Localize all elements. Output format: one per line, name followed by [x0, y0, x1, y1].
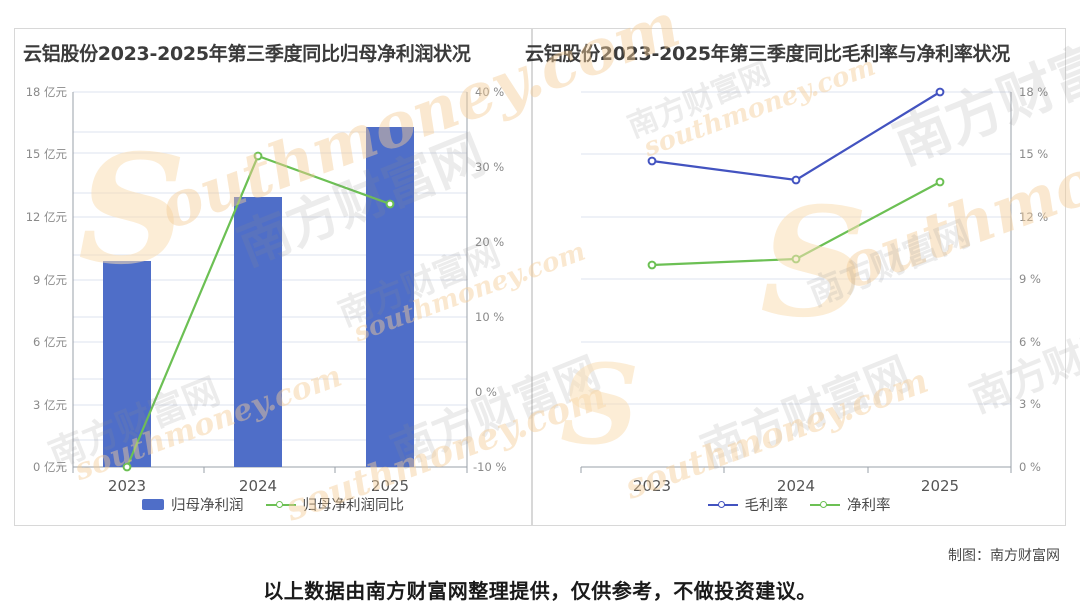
legend-line-swatch-icon [265, 499, 296, 510]
marker-gross-2025 [935, 87, 945, 97]
xtick-left-2024: 2024 [238, 477, 278, 495]
ytick-left-3: 3 亿元 [33, 398, 67, 412]
marker-gross-2024 [791, 175, 801, 185]
ytick-margins-15: 15 % [1019, 147, 1049, 161]
ytick-left-12: 12 亿元 [25, 210, 67, 224]
xtick-left-2025: 2025 [370, 477, 410, 495]
line-markers-yoy [122, 151, 395, 472]
chart-title-right: 云铝股份2023-2025年第三季度同比毛利率与净利率状况 [525, 43, 1010, 65]
legend-label-net-profit: 归母净利润 [171, 498, 244, 514]
markers-net-margin [647, 177, 945, 270]
chart-svg-right [580, 87, 1012, 473]
legend-item-net-profit-yoy[interactable]: 归母净利润同比 [265, 494, 405, 515]
marker-net-2024 [791, 254, 801, 264]
ytick-margins-18: 18 % [1019, 85, 1049, 99]
plot-area-right: 18 % 15 % 12 % 9 % 6 % 3 % 0 % 2023 2024… [533, 29, 1067, 527]
x-tickmarks-right [580, 467, 1012, 473]
xtick-right-2024: 2024 [776, 477, 816, 495]
marker-2023 [122, 462, 132, 472]
bar-2025 [366, 127, 414, 467]
ytick-left-0: 0 亿元 [33, 460, 67, 474]
legend-label-gross-margin: 毛利率 [744, 498, 789, 514]
legend-left: 归母净利润 归母净利润同比 [15, 494, 531, 515]
ytick-right-20: 20 % [475, 235, 505, 249]
xtick-left-2023: 2023 [107, 477, 147, 495]
chart-credit: 制图：南方财富网 [948, 548, 1060, 564]
ytick-margins-12: 12 % [1019, 210, 1049, 224]
page-footer-note: 以上数据由南方财富网整理提供，仅供参考，不做投资建议。 [263, 579, 817, 603]
legend-bar-swatch-icon [142, 499, 164, 510]
legend-right: 毛利率 净利率 [533, 494, 1065, 515]
legend-label-net-margin: 净利率 [847, 498, 891, 514]
ytick-left-18: 18 亿元 [25, 85, 67, 99]
marker-net-2023 [647, 260, 657, 270]
bar-series-net-profit [103, 127, 414, 467]
ytick-margins-9: 9 % [1019, 272, 1041, 286]
marker-net-2025 [935, 177, 945, 187]
chart-panel-net-profit: 云铝股份2023-2025年第三季度同比归母净利润状况 [14, 28, 532, 526]
ytick-margins-3: 3 % [1019, 397, 1041, 411]
marker-gross-2023 [647, 156, 657, 166]
markers-gross-margin [647, 87, 945, 185]
ytick-left-15: 15 亿元 [25, 147, 67, 161]
x-tickmarks-left [72, 467, 468, 473]
ytick-margins-0: 0 % [1019, 460, 1041, 474]
legend-gross-line-icon [707, 499, 738, 510]
line-net-margin [651, 181, 941, 267]
ytick-right-0: 0 % [475, 385, 497, 399]
ytick-right-10: 10 % [475, 310, 505, 324]
gridlines-right [581, 91, 1011, 405]
ytick-left-9: 9 亿元 [33, 273, 67, 287]
bar-2023 [103, 261, 151, 467]
ytick-right-30: 30 % [475, 160, 505, 174]
bar-2024 [234, 197, 282, 467]
marker-2024 [253, 151, 263, 161]
legend-item-gross-margin[interactable]: 毛利率 [707, 494, 789, 515]
ytick-left-6: 6 亿元 [33, 335, 67, 349]
plot-area-left: 18 亿元 15 亿元 12 亿元 9 亿元 6 亿元 3 亿元 0 亿元 40… [15, 29, 533, 527]
line-gross-margin [651, 91, 941, 182]
chart-panel-margins: 云铝股份2023-2025年第三季度同比毛利率与净利率状况 [525, 28, 1067, 527]
legend-item-net-profit[interactable]: 归母净利润 [142, 494, 244, 515]
xtick-right-2025: 2025 [920, 477, 960, 495]
ytick-right-neg10: -10 % [473, 460, 507, 474]
ytick-right-40: 40 % [475, 85, 505, 99]
chart-title-left: 云铝股份2023-2025年第三季度同比归母净利润状况 [23, 43, 471, 65]
legend-label-net-profit-yoy: 归母净利润同比 [302, 498, 405, 514]
xtick-right-2023: 2023 [632, 477, 672, 495]
marker-2025 [385, 199, 395, 209]
chart-svg-left [72, 91, 468, 473]
legend-net-line-icon [810, 499, 840, 510]
ytick-margins-6: 6 % [1019, 335, 1041, 349]
legend-item-net-margin[interactable]: 净利率 [810, 494, 891, 515]
